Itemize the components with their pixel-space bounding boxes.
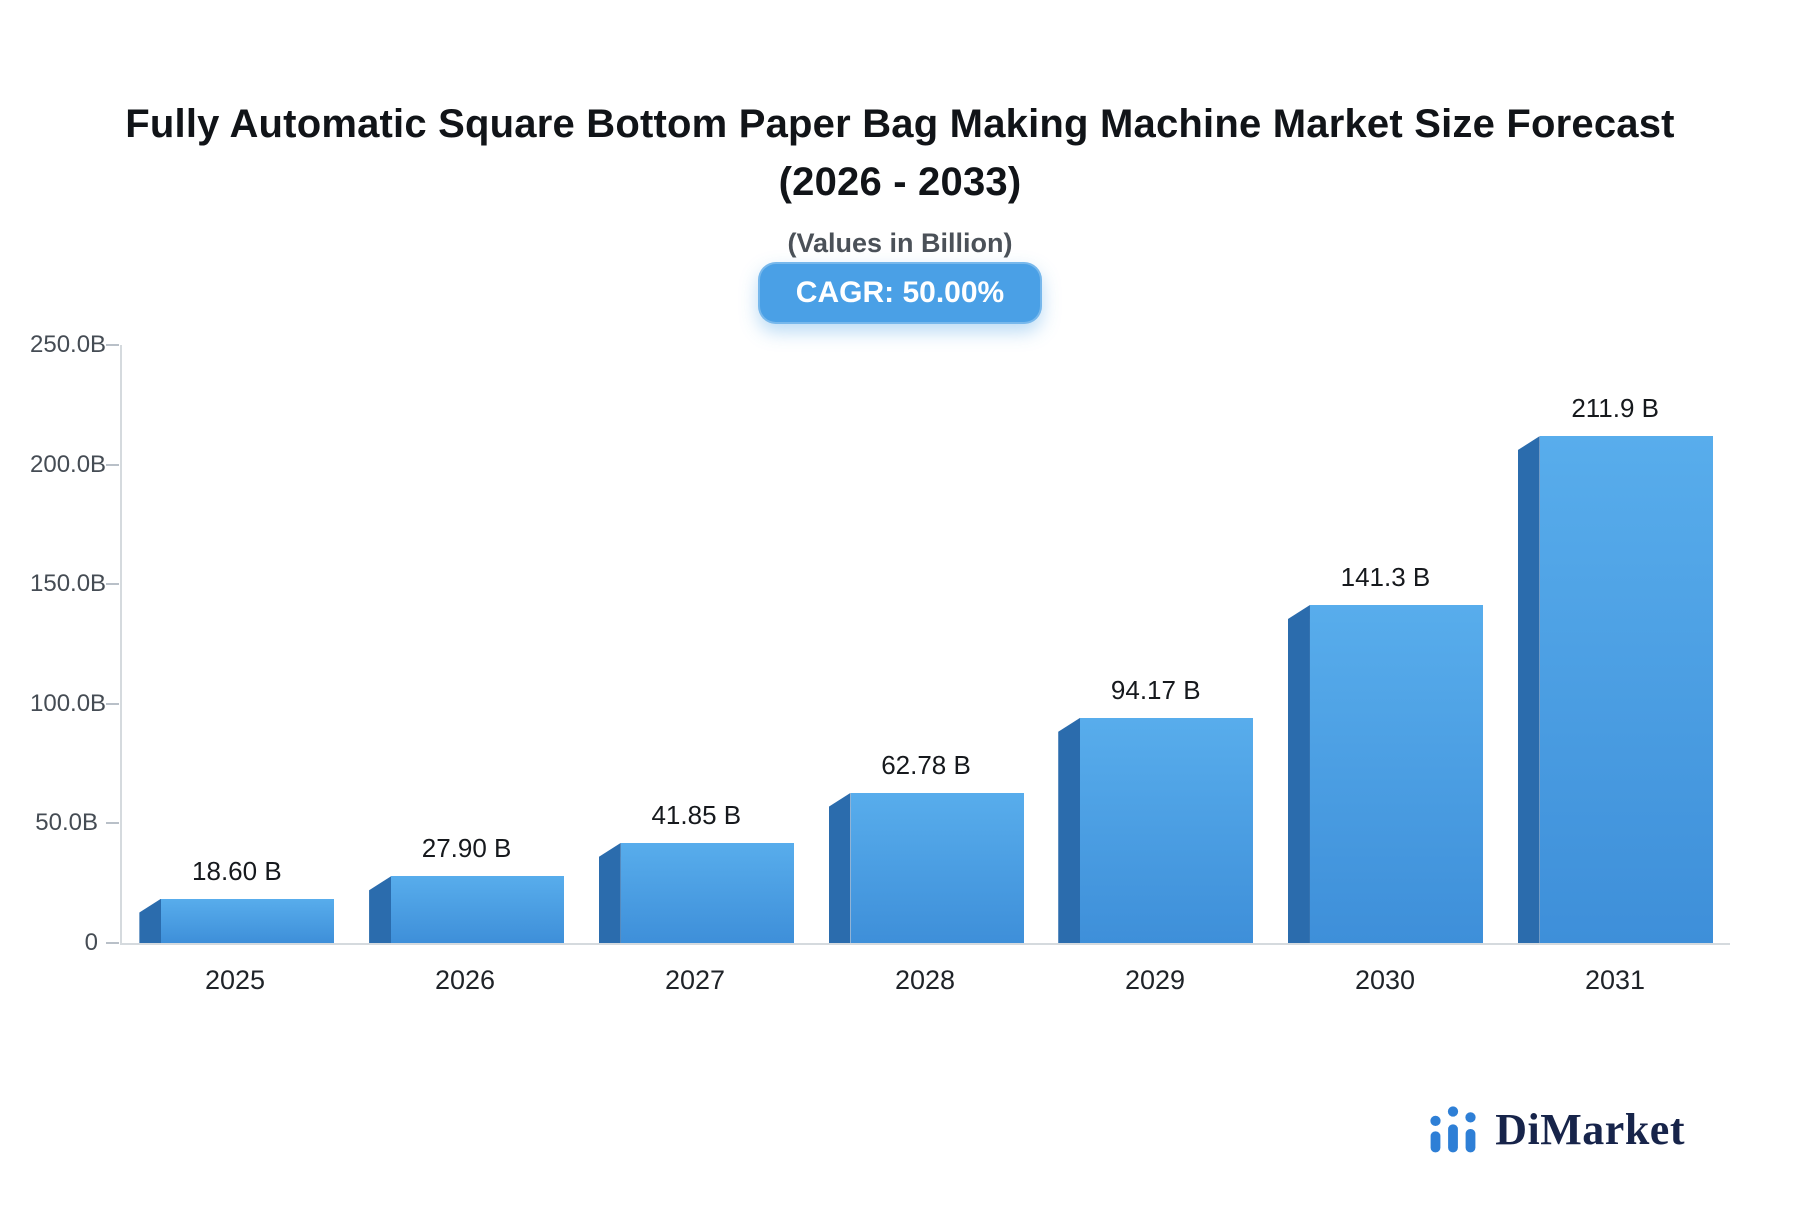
cagr-badge: CAGR: 50.00% xyxy=(757,262,1043,324)
bar-value-label: 94.17 B xyxy=(1110,674,1201,705)
y-axis-tick-mark xyxy=(106,344,119,346)
x-axis-label: 2031 xyxy=(1584,965,1646,995)
bar-side-face xyxy=(1517,436,1540,943)
bar-side-face xyxy=(1287,605,1310,943)
x-axis-label: 2027 xyxy=(664,965,726,995)
chart-title-line1: Fully Automatic Square Bottom Paper Bag … xyxy=(125,102,1675,146)
y-axis-tick-mark xyxy=(106,942,119,944)
chart-title: Fully Automatic Square Bottom Paper Bag … xyxy=(0,95,1800,211)
bar-front-face xyxy=(620,842,794,943)
bar xyxy=(828,792,1024,943)
bar-value-label: 62.78 B xyxy=(881,749,971,780)
bar-chart-dots-icon xyxy=(1430,1106,1476,1153)
bar-side-face xyxy=(369,876,392,943)
bar-value-label: 211.9 B xyxy=(1571,393,1660,424)
y-axis-tick-label: 200.0B xyxy=(30,450,107,478)
y-axis-tick-label: 100.0B xyxy=(30,689,107,717)
bar-slot: 62.78 B xyxy=(811,345,1041,943)
bar-slot: 18.60 B xyxy=(122,345,352,943)
bar-front-face xyxy=(1309,605,1483,943)
bar-value-label: 141.3 B xyxy=(1340,562,1431,593)
bar-side-face xyxy=(598,842,621,943)
y-axis-tick-label: 50.0B xyxy=(35,809,98,837)
bar-front-face xyxy=(1080,717,1254,943)
bar-slot: 141.3 B xyxy=(1271,345,1501,943)
x-axis-label: 2025 xyxy=(204,965,266,995)
bar-value-label: 41.85 B xyxy=(651,799,742,830)
bar-slot: 41.85 B xyxy=(581,345,811,943)
chart-area: 0 50.0B 100.0B 150.0B 200.0B 250.0B 18.60 B 27… xyxy=(30,331,1730,995)
chart-title-line2: (2026 - 2033) xyxy=(778,160,1022,204)
bar-value-label: 18.60 B xyxy=(192,855,282,886)
y-axis-tick-label: 0 xyxy=(84,929,98,956)
bar-side-face xyxy=(1058,717,1081,943)
brand-logo: DiMarket xyxy=(1425,1101,1685,1157)
cagr-badge-wrap: CAGR: 50.00% xyxy=(0,262,1800,324)
y-axis-tick-label: 150.0B xyxy=(30,570,107,598)
brand-logo-text: DiMarket xyxy=(1495,1104,1685,1154)
y-axis: 0 50.0B 100.0B 150.0B 200.0B 250.0B xyxy=(30,331,120,956)
bar-front-face xyxy=(391,876,565,943)
bar-front-face xyxy=(161,898,335,943)
y-axis-tick-mark xyxy=(106,463,119,466)
bar xyxy=(369,876,565,943)
x-axis-label: 2028 xyxy=(894,965,956,995)
bar-slot: 27.90 B xyxy=(352,345,582,943)
bar xyxy=(1058,717,1254,943)
x-axis: 2025 2026 2027 2028 2029 2030 2031 xyxy=(120,965,1730,996)
bar xyxy=(1287,605,1483,943)
bar-front-face xyxy=(850,792,1024,943)
y-axis-tick-mark xyxy=(106,822,119,825)
x-axis-label: 2030 xyxy=(1354,965,1416,995)
x-axis-label: 2026 xyxy=(434,965,496,995)
plot-area: 18.60 B 27.90 B 41.85 B 62.78 B 94.17 B 141.3… xyxy=(120,345,1730,945)
bar-slot: 94.17 B xyxy=(1041,345,1271,943)
bar xyxy=(139,898,335,943)
bar-side-face xyxy=(828,792,851,943)
bar xyxy=(1517,436,1713,943)
chart-subtitle: (Values in Billion) xyxy=(787,228,1013,258)
y-axis-tick-label: 250.0B xyxy=(30,331,107,358)
bar-side-face xyxy=(139,898,162,943)
y-axis-tick-mark xyxy=(106,702,119,705)
bar xyxy=(598,842,794,943)
x-axis-label: 2029 xyxy=(1124,965,1186,995)
bar-value-label: 27.90 B xyxy=(421,833,512,864)
bar-front-face xyxy=(1539,436,1713,943)
bar-slot: 211.9 B xyxy=(1500,345,1730,943)
y-axis-tick-mark xyxy=(106,583,119,586)
